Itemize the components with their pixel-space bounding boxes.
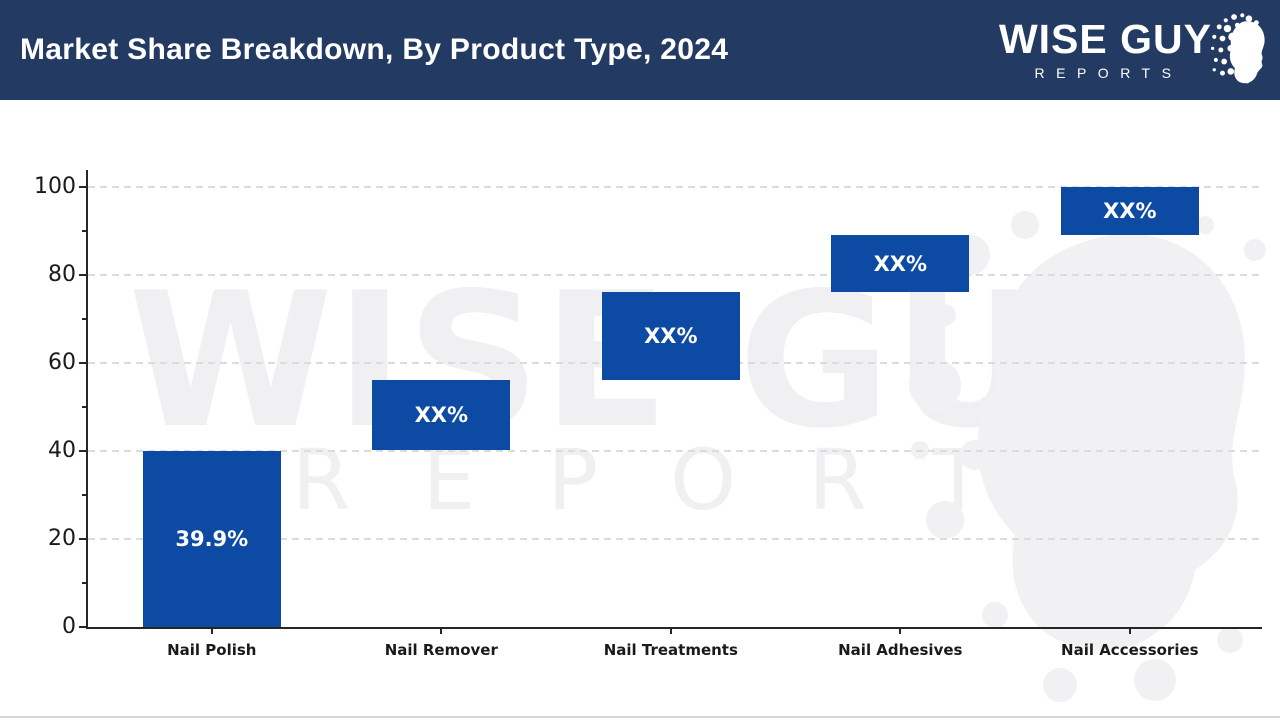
y-minortick-90 — [82, 230, 87, 232]
y-minortick-10 — [82, 582, 87, 584]
logo-wordmark: WISE GUY — [998, 16, 1212, 62]
x-tick-3 — [899, 627, 902, 634]
page-title: Market Share Breakdown, By Product Type,… — [20, 33, 729, 66]
bar-nail-accessories: XX% — [1060, 187, 1199, 236]
bar-nail-remover: XX% — [372, 379, 511, 451]
bar-value-label: XX% — [414, 402, 469, 427]
y-tick-100 — [79, 186, 87, 188]
category-label-3: Nail Adhesives — [838, 641, 963, 659]
gridline-40 — [88, 450, 1262, 452]
y-tick-label-60: 60 — [48, 350, 76, 375]
y-minortick-50 — [82, 406, 87, 408]
header-bar: Market Share Breakdown, By Product Type,… — [0, 0, 1280, 100]
y-tick-40 — [79, 450, 87, 452]
y-tick-label-20: 20 — [48, 526, 76, 551]
category-label-0: Nail Polish — [167, 641, 257, 659]
gridline-80 — [88, 274, 1262, 276]
x-axis-line — [86, 627, 1262, 629]
x-tick-0 — [210, 627, 213, 634]
category-label-2: Nail Treatments — [603, 641, 738, 659]
wiseguy-logo-text: WISE GUY REPORTS — [998, 16, 1212, 82]
y-tick-0 — [79, 626, 87, 628]
category-label-1: Nail Remover — [384, 641, 498, 659]
y-tick-label-100: 100 — [34, 174, 76, 199]
category-label-4: Nail Accessories — [1061, 641, 1199, 659]
y-tick-20 — [79, 538, 87, 540]
gridline-100 — [88, 186, 1262, 188]
bottom-divider — [0, 716, 1280, 718]
wiseguy-head-icon — [1210, 13, 1265, 84]
x-tick-2 — [669, 627, 672, 634]
x-tick-1 — [440, 627, 443, 634]
y-tick-label-0: 0 — [62, 614, 76, 639]
y-minortick-30 — [82, 494, 87, 496]
bar-value-label: XX% — [644, 323, 698, 348]
y-tick-label-40: 40 — [48, 438, 76, 463]
logo-subtitle: REPORTS — [1034, 65, 1183, 81]
bar-nail-treatments: XX% — [601, 291, 740, 380]
y-tick-80 — [79, 274, 87, 276]
gridline-20 — [88, 538, 1262, 540]
bar-value-label: 39.9% — [175, 527, 249, 552]
y-tick-60 — [79, 362, 87, 364]
y-minortick-70 — [82, 318, 87, 320]
y-tick-label-80: 80 — [48, 262, 76, 287]
y-axis-line — [86, 170, 88, 629]
bar-value-label: XX% — [1103, 199, 1157, 224]
bar-nail-adhesives: XX% — [831, 235, 970, 292]
wiseguy-logo: WISE GUY REPORTS — [999, 6, 1272, 94]
bar-value-label: XX% — [873, 251, 928, 276]
bar-nail-polish: 39.9% — [142, 451, 281, 627]
